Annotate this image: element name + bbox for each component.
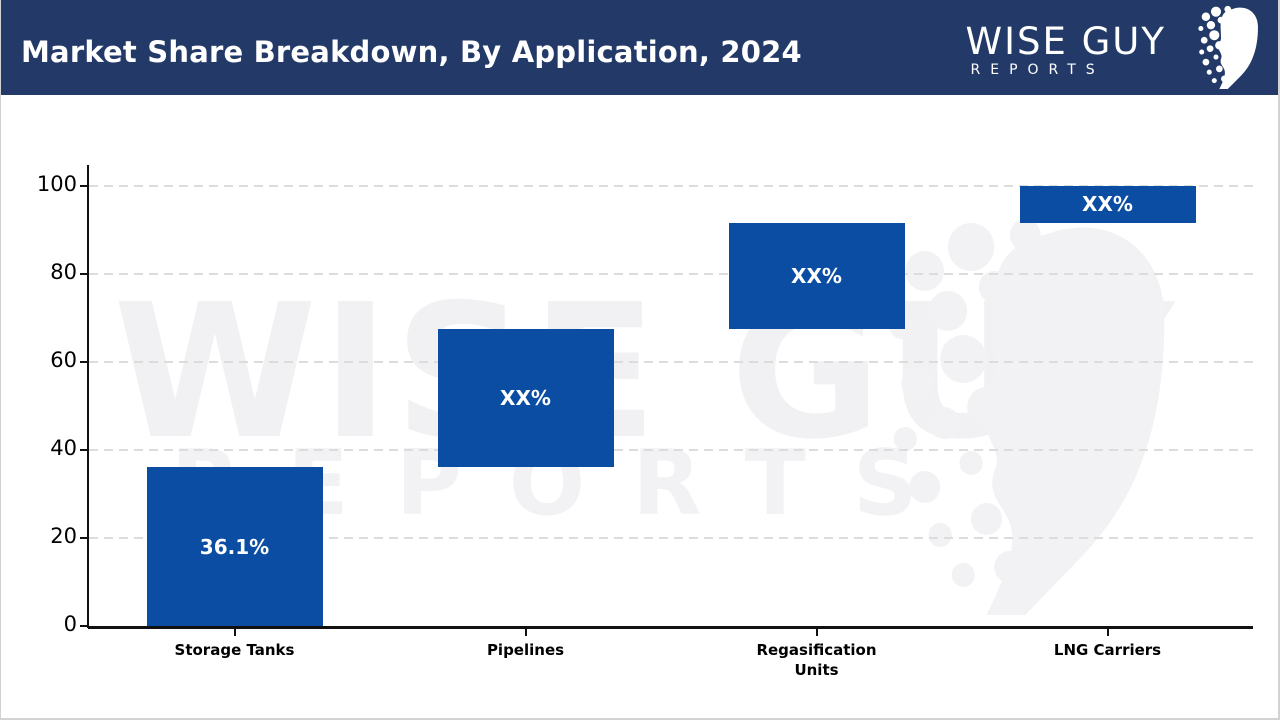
y-tick-mark [80, 449, 87, 451]
y-tick-label: 60 [50, 348, 77, 372]
bar-value-label: XX% [791, 263, 842, 288]
x-axis-line [88, 626, 1253, 629]
wiseguy-logo: WISE GUY REPORTS [965, 19, 1166, 79]
x-tick-mark [233, 629, 236, 636]
gridline [89, 361, 1253, 363]
bar: XX% [728, 222, 905, 329]
header-bar: Market Share Breakdown, By Application, … [1, 0, 1278, 95]
bar-value-label: XX% [1082, 192, 1133, 217]
wiseguy-face-logo-icon [1198, 5, 1258, 89]
bar-value-label: 36.1% [199, 534, 270, 559]
bar: XX% [1019, 186, 1196, 223]
category-label: Pipelines [486, 641, 565, 659]
bar: 36.1% [146, 467, 323, 626]
gridline [89, 449, 1253, 451]
category-label: Regasification Units [756, 641, 877, 679]
x-tick-mark [1106, 629, 1109, 636]
gridline [89, 537, 1253, 539]
bar-value-label: XX% [500, 386, 551, 411]
y-tick-label: 100 [36, 172, 77, 196]
category-label: Storage Tanks [174, 641, 295, 659]
y-axis-line [87, 165, 89, 628]
y-tick-mark [80, 273, 87, 275]
chart-title: Market Share Breakdown, By Application, … [21, 34, 802, 69]
bar: XX% [437, 329, 614, 468]
y-tick-mark [80, 361, 87, 363]
y-tick-mark [80, 537, 87, 539]
y-tick-label: 80 [50, 260, 77, 284]
y-tick-mark [80, 625, 87, 627]
gridline [89, 273, 1253, 275]
watermark-face-icon [889, 219, 1165, 615]
y-tick-label: 20 [50, 524, 77, 548]
y-tick-mark [80, 185, 87, 187]
x-tick-mark [524, 629, 527, 636]
gridline [89, 185, 1253, 187]
logo-wordmark: WISE GUY [965, 19, 1166, 63]
x-tick-mark [815, 629, 818, 636]
y-tick-label: 0 [63, 612, 77, 636]
category-label: LNG Carriers [1053, 641, 1162, 659]
logo-subtext: REPORTS [970, 62, 1105, 79]
chart-area: WISE GUY REPORTS 0 20 40 60 80 100 36.1% Storag… [1, 95, 1278, 718]
y-tick-label: 40 [50, 436, 77, 460]
